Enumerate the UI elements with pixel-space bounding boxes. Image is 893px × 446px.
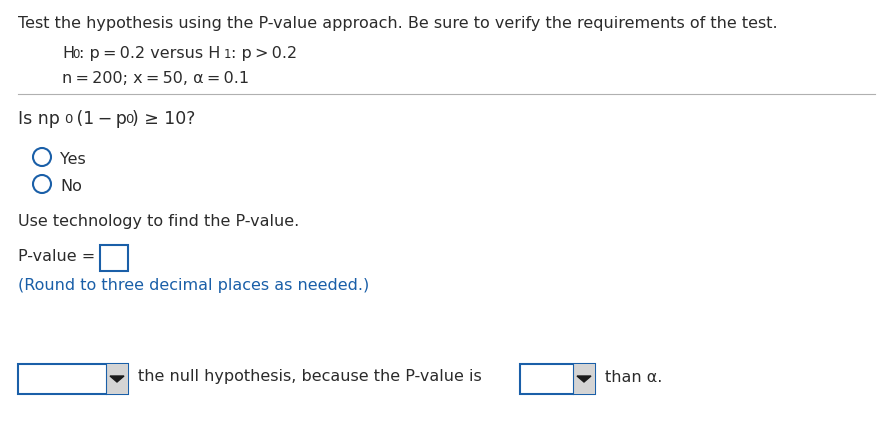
- FancyBboxPatch shape: [18, 364, 128, 394]
- Text: than α.: than α.: [605, 369, 663, 384]
- FancyBboxPatch shape: [573, 364, 595, 394]
- Text: Yes: Yes: [60, 152, 86, 167]
- Text: n = 200; x = 50, α = 0.1: n = 200; x = 50, α = 0.1: [62, 71, 249, 86]
- Text: (Round to three decimal places as needed.): (Round to three decimal places as needed…: [18, 278, 369, 293]
- Text: 0: 0: [72, 48, 79, 61]
- FancyBboxPatch shape: [100, 245, 128, 271]
- Polygon shape: [577, 376, 591, 382]
- Text: Use technology to find the P-value.: Use technology to find the P-value.: [18, 214, 299, 229]
- Text: 1: 1: [224, 48, 231, 61]
- Text: 0: 0: [125, 113, 133, 126]
- Text: : p = 0.2 versus H: : p = 0.2 versus H: [79, 46, 221, 61]
- Text: (1 − p: (1 − p: [71, 110, 127, 128]
- Text: : p > 0.2: : p > 0.2: [231, 46, 297, 61]
- Polygon shape: [110, 376, 124, 382]
- Text: 0: 0: [64, 113, 72, 126]
- Text: No: No: [60, 179, 82, 194]
- Text: ) ≥ 10?: ) ≥ 10?: [132, 110, 196, 128]
- Text: Is np: Is np: [18, 110, 60, 128]
- Text: the null hypothesis, because the P-value is: the null hypothesis, because the P-value…: [138, 369, 481, 384]
- FancyBboxPatch shape: [106, 364, 128, 394]
- Text: H: H: [62, 46, 74, 61]
- Text: Test the hypothesis using the P-value approach. Be sure to verify the requiremen: Test the hypothesis using the P-value ap…: [18, 16, 778, 31]
- Text: P-value =: P-value =: [18, 249, 96, 264]
- FancyBboxPatch shape: [520, 364, 595, 394]
